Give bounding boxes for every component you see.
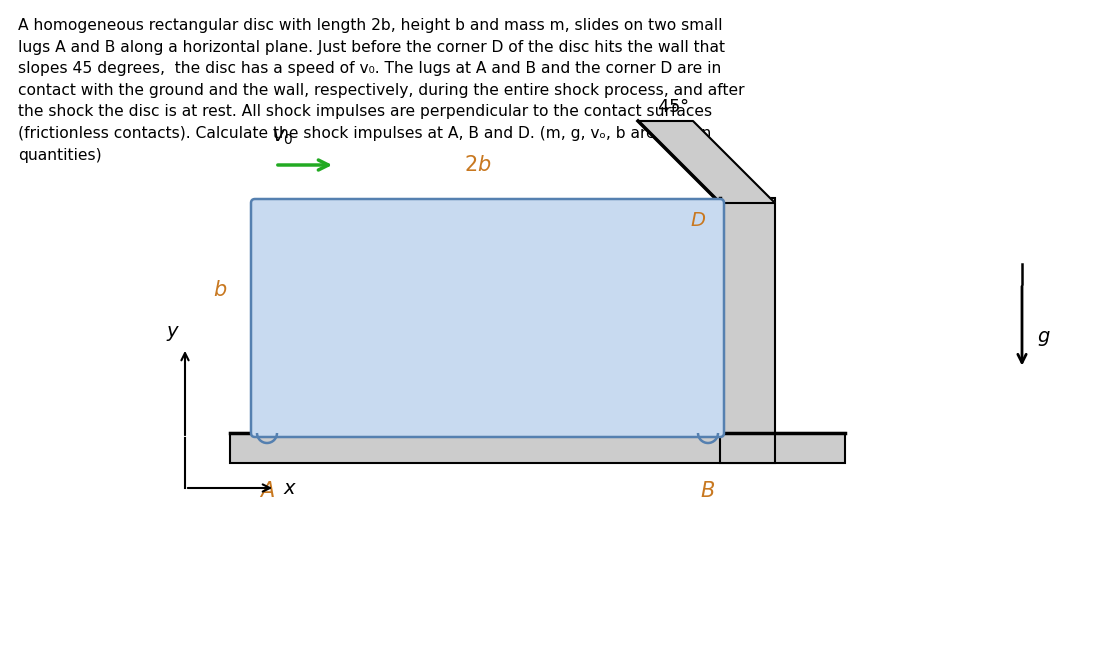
Text: $y$: $y$ — [166, 324, 180, 343]
Bar — [720, 198, 774, 463]
Text: $A$: $A$ — [259, 481, 275, 501]
Text: A homogeneous rectangular disc with length 2b, height b and mass m, slides on tw: A homogeneous rectangular disc with leng… — [18, 18, 745, 163]
Text: $D$: $D$ — [690, 211, 706, 230]
Text: $g$: $g$ — [1037, 329, 1051, 348]
Text: $2b$: $2b$ — [464, 155, 491, 175]
Polygon shape — [638, 121, 774, 203]
Bar — [230, 433, 845, 463]
FancyBboxPatch shape — [251, 199, 724, 437]
Text: $x$: $x$ — [283, 478, 297, 497]
Text: $v_0$: $v_0$ — [272, 128, 294, 147]
Text: $45°$: $45°$ — [657, 98, 689, 116]
Text: $b$: $b$ — [213, 280, 227, 301]
Text: $B$: $B$ — [701, 481, 715, 501]
Text: $m$: $m$ — [476, 357, 499, 380]
